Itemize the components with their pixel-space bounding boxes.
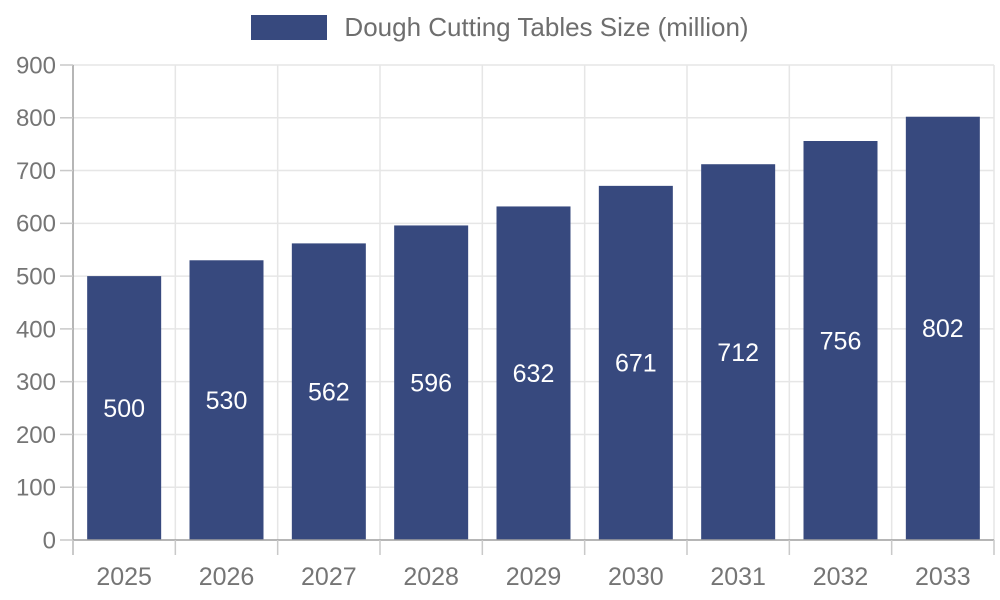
y-tick-label: 400: [16, 316, 56, 343]
y-tick-label: 0: [43, 527, 56, 554]
bar-value-label: 500: [103, 395, 145, 423]
bar-value-label: 632: [513, 360, 555, 388]
bar: [291, 243, 366, 540]
legend-label: Dough Cutting Tables Size (million): [344, 12, 749, 42]
bar-value-label: 802: [922, 315, 964, 343]
y-tick-label: 600: [16, 211, 56, 238]
x-tick-label: 2031: [710, 563, 766, 591]
bar: [803, 141, 878, 540]
x-tick-label: 2026: [199, 563, 255, 591]
x-tick-label: 2029: [506, 563, 562, 591]
bar-value-label: 712: [717, 339, 759, 367]
legend: Dough Cutting Tables Size (million): [0, 14, 1000, 40]
x-tick-label: 2028: [403, 563, 459, 591]
y-tick-label: 100: [16, 475, 56, 502]
legend-swatch-icon: [251, 14, 328, 40]
bar-value-label: 562: [308, 378, 350, 406]
bar-value-label: 530: [206, 387, 248, 415]
x-tick-label: 2027: [301, 563, 357, 591]
y-tick-label: 800: [16, 105, 56, 132]
bar: [189, 260, 264, 540]
bar: [598, 185, 673, 540]
y-tick-label: 500: [16, 264, 56, 291]
x-tick-label: 2030: [608, 563, 664, 591]
x-tick-label: 2025: [96, 563, 152, 591]
y-tick-label: 900: [16, 52, 56, 79]
bar: [701, 164, 776, 540]
x-tick-label: 2032: [813, 563, 869, 591]
x-tick-label: 2033: [915, 563, 971, 591]
legend-item[interactable]: Dough Cutting Tables Size (million): [251, 12, 749, 42]
bar: [394, 225, 469, 540]
bar: [496, 206, 571, 540]
bar: [87, 276, 162, 540]
bar-value-label: 596: [410, 369, 452, 397]
y-tick-label: 300: [16, 369, 56, 396]
y-tick-label: 700: [16, 158, 56, 185]
bar: [905, 116, 980, 540]
bar-value-label: 671: [615, 350, 657, 378]
bar-value-label: 756: [820, 327, 862, 355]
y-tick-label: 200: [16, 422, 56, 449]
